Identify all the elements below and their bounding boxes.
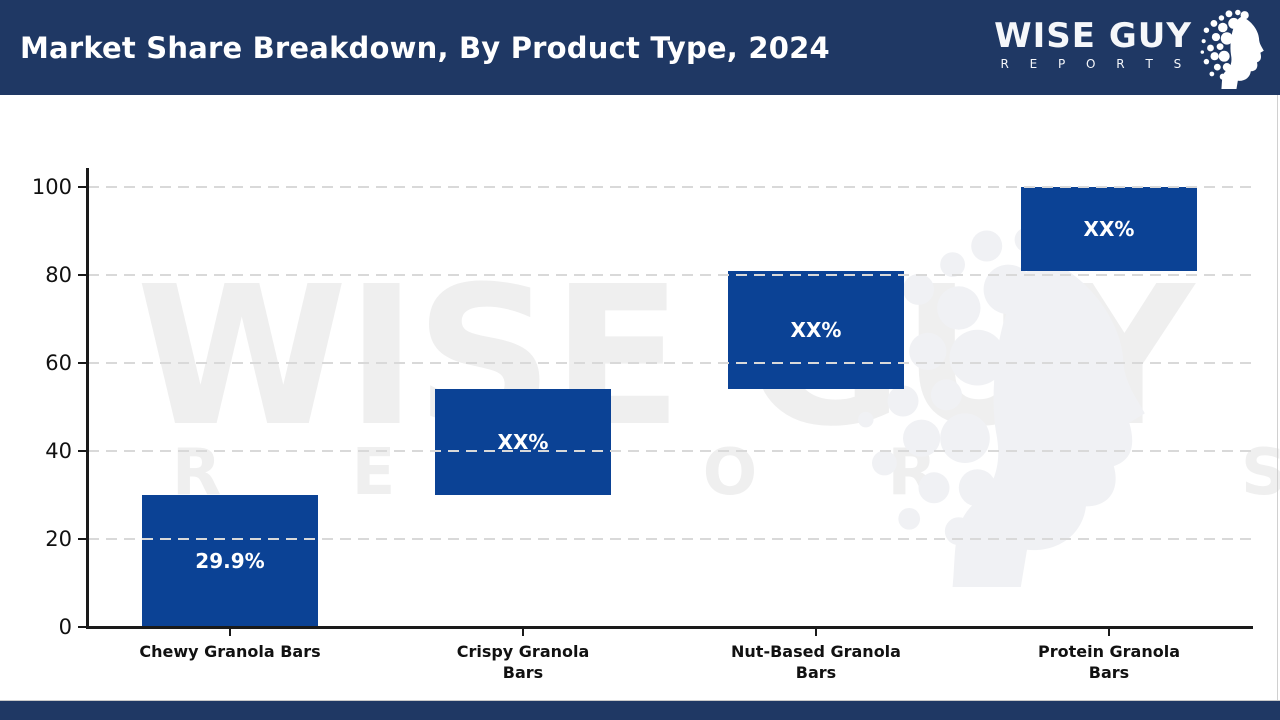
- y-tick-label: 80: [45, 263, 72, 287]
- bar-2: XX%: [435, 389, 611, 496]
- logo-subtitle: R E P O R T S: [1000, 57, 1190, 71]
- y-tick-mark: [78, 625, 86, 629]
- bar-3: XX%: [728, 270, 904, 390]
- footer-bar: [0, 700, 1280, 720]
- y-tick-label: 60: [45, 351, 72, 375]
- gridline-y-100: [88, 186, 1253, 188]
- y-tick-label: 100: [31, 175, 72, 199]
- bar-value-label: XX%: [1083, 216, 1135, 241]
- page-title: Market Share Breakdown, By Product Type,…: [20, 30, 830, 65]
- logo-text: WISE GUY R E P O R T S: [994, 18, 1192, 72]
- bar-value-label: XX%: [790, 317, 842, 342]
- bar-1: 29.9%: [142, 495, 318, 627]
- x-category-label: Protein Granola Bars: [1037, 642, 1181, 682]
- y-tick-mark: [78, 185, 86, 189]
- y-tick-mark: [78, 449, 86, 453]
- x-category-label: Nut-Based Granola Bars: [731, 642, 901, 682]
- x-category-label: Crispy Granola Bars: [456, 642, 590, 682]
- x-tick-mark: [228, 628, 232, 636]
- y-tick-label: 20: [45, 527, 72, 551]
- y-tick-mark: [78, 537, 86, 541]
- bar-value-label: 29.9%: [195, 549, 265, 574]
- x-axis-line: [86, 626, 1253, 629]
- header-bar: Market Share Breakdown, By Product Type,…: [0, 0, 1280, 95]
- x-tick-mark: [521, 628, 525, 636]
- y-tick-mark: [78, 361, 86, 365]
- right-border-line: [1277, 95, 1278, 700]
- logo-face-icon: [1194, 7, 1268, 89]
- logo-wordmark: WISE GUY: [994, 16, 1192, 56]
- gridline-y-40: [88, 450, 1253, 452]
- gridline-y-80: [88, 274, 1253, 276]
- gridline-y-20: [88, 538, 1253, 540]
- y-tick-label: 40: [45, 439, 72, 463]
- x-tick-mark: [814, 628, 818, 636]
- wise-guy-logo: WISE GUY R E P O R T S: [994, 0, 1270, 95]
- x-category-label: Chewy Granola Bars: [139, 642, 321, 661]
- y-tick-mark: [78, 273, 86, 277]
- y-tick-label: 0: [58, 615, 72, 639]
- x-tick-mark: [1107, 628, 1111, 636]
- bar-4: XX%: [1021, 187, 1197, 271]
- y-axis-line: [86, 168, 89, 628]
- gridline-y-60: [88, 362, 1253, 364]
